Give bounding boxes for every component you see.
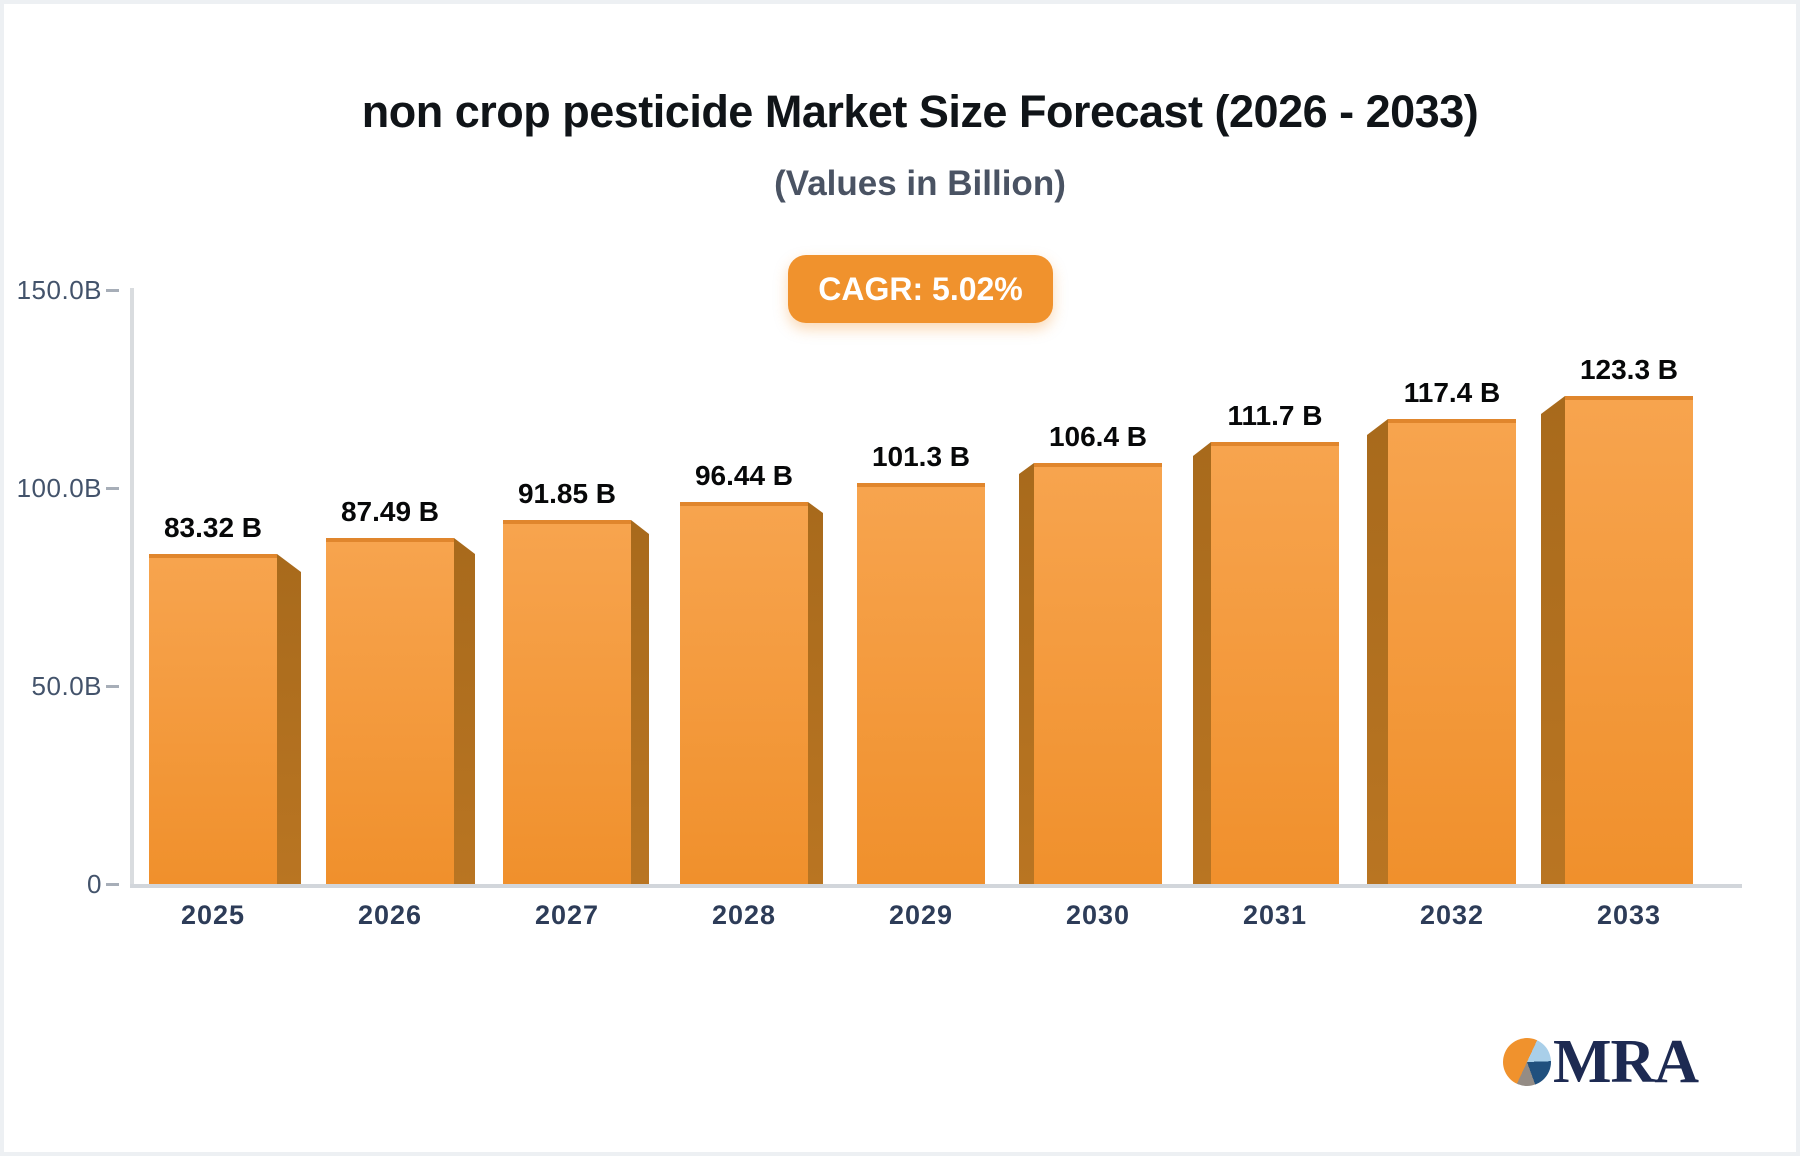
- y-axis-label: 150.0B: [16, 275, 102, 305]
- bar-2028: [680, 502, 808, 884]
- bar-2027: [503, 520, 631, 884]
- bar-side-face: [631, 520, 649, 884]
- chart-subtitle: (Values in Billion): [774, 164, 1066, 203]
- x-axis-label: 2030: [1065, 900, 1131, 930]
- x-axis-label: 2027: [534, 900, 600, 930]
- x-axis-label: 2026: [357, 900, 423, 930]
- brand-logo: MRA: [1503, 1028, 1699, 1096]
- bar-side-face: [1367, 419, 1388, 884]
- x-axis-label: 2025: [180, 900, 246, 930]
- bar-value-label: 117.4 B: [1403, 377, 1501, 408]
- bar-value-label: 111.7 B: [1227, 400, 1323, 431]
- bar-side-face: [277, 554, 301, 884]
- bar-side-face: [454, 538, 475, 884]
- bar-side-face: [808, 502, 823, 884]
- bar-value-label: 91.85 B: [517, 478, 617, 509]
- x-axis-label: 2028: [711, 900, 777, 930]
- bar-2032: [1388, 419, 1516, 884]
- x-axis-label: 2029: [888, 900, 954, 930]
- bar-side-face: [1193, 442, 1211, 884]
- x-axis-label: 2032: [1419, 900, 1485, 930]
- bar-2025: [149, 554, 277, 884]
- bar-value-label: 123.3 B: [1579, 354, 1679, 385]
- y-axis-tick: [106, 487, 119, 490]
- y-axis-tick: [106, 883, 119, 886]
- bar-side-face: [1541, 396, 1565, 884]
- x-axis-label: 2033: [1596, 900, 1662, 930]
- bar-2030: [1034, 463, 1162, 884]
- x-axis-label: 2031: [1242, 900, 1308, 930]
- bar-value-label: 101.3 B: [871, 441, 971, 472]
- y-axis-label: 50.0B: [31, 671, 102, 701]
- bar-2031: [1211, 442, 1339, 884]
- y-axis-tick: [106, 289, 119, 292]
- cagr-badge: CAGR: 5.02%: [788, 255, 1053, 323]
- bar-value-label: 106.4 B: [1048, 421, 1148, 452]
- bar-value-label: 83.32 B: [163, 512, 263, 543]
- bar-2033: [1565, 396, 1693, 884]
- y-axis-label: 100.0B: [16, 473, 102, 503]
- brand-logo-text: MRA: [1553, 1028, 1699, 1096]
- bar-2026: [326, 538, 454, 884]
- bar-value-label: 87.49 B: [340, 496, 440, 527]
- y-axis-label: 0: [87, 869, 102, 899]
- y-axis-line: [130, 288, 134, 888]
- page-title: non crop pesticide Market Size Forecast …: [361, 86, 1479, 137]
- bar-side-face: [1019, 463, 1034, 884]
- bar-value-label: 96.44 B: [694, 460, 794, 491]
- pie-chart-logo-icon: [1503, 1038, 1551, 1086]
- y-axis-tick: [106, 685, 119, 688]
- x-axis-line: [130, 884, 1742, 888]
- bar-2029: [857, 483, 985, 884]
